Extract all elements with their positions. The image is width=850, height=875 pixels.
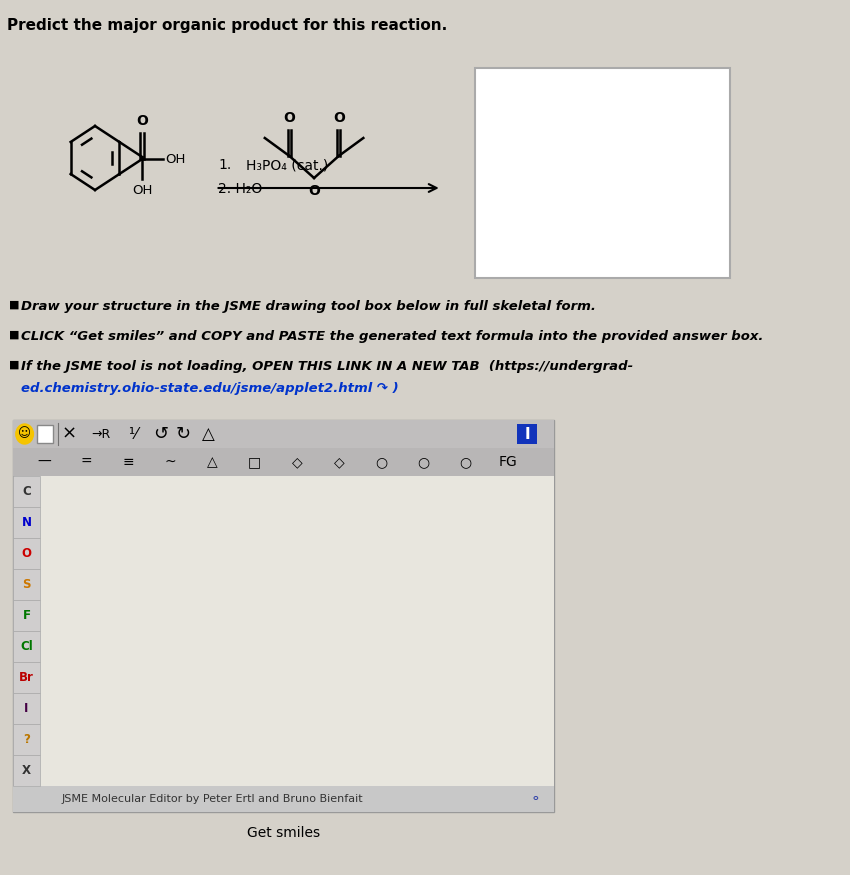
- Text: 1.: 1.: [218, 158, 231, 172]
- Text: ■: ■: [8, 300, 20, 310]
- Bar: [14, 420, 554, 448]
- Text: F: F: [22, 609, 31, 622]
- Bar: [14, 724, 40, 754]
- Bar: [14, 476, 40, 507]
- Bar: [518, 424, 536, 444]
- Text: If the JSME tool is not loading, OPEN THIS LINK IN A NEW TAB  (https://undergrad: If the JSME tool is not loading, OPEN TH…: [21, 360, 633, 373]
- Text: Get smiles: Get smiles: [247, 826, 320, 840]
- Text: H₃PO₄ (cat.): H₃PO₄ (cat.): [246, 158, 329, 172]
- Text: □: □: [248, 455, 261, 469]
- Text: ○: ○: [375, 455, 388, 469]
- Text: ○: ○: [417, 455, 429, 469]
- Text: △: △: [202, 425, 215, 443]
- Text: =: =: [81, 455, 92, 469]
- Text: JSME Molecular Editor by Peter Ertl and Bruno Bienfait: JSME Molecular Editor by Peter Ertl and …: [61, 794, 363, 804]
- Text: O: O: [332, 111, 344, 125]
- Text: OH: OH: [165, 152, 185, 165]
- Bar: [14, 507, 40, 537]
- Text: O: O: [309, 184, 320, 198]
- Text: OH: OH: [132, 184, 152, 197]
- Text: Cl: Cl: [20, 640, 33, 653]
- Text: —: —: [37, 455, 51, 469]
- Bar: [14, 448, 554, 476]
- Text: ≡: ≡: [122, 455, 134, 469]
- Bar: [37, 425, 53, 443]
- Text: S: S: [22, 578, 31, 591]
- Text: I: I: [524, 426, 530, 442]
- Text: X: X: [22, 764, 31, 777]
- Text: ?: ?: [23, 733, 30, 746]
- Text: ↻: ↻: [175, 425, 190, 443]
- Bar: [14, 755, 40, 786]
- Bar: [14, 538, 40, 569]
- Text: ×: ×: [61, 425, 76, 443]
- Text: O: O: [21, 547, 31, 560]
- Text: ◇: ◇: [334, 455, 344, 469]
- Bar: [14, 662, 40, 692]
- Circle shape: [16, 424, 33, 444]
- Text: I: I: [24, 702, 29, 715]
- Text: Draw your structure in the JSME drawing tool box below in full skeletal form.: Draw your structure in the JSME drawing …: [21, 300, 596, 313]
- Bar: [14, 569, 40, 599]
- Text: N: N: [21, 516, 31, 529]
- Text: FG: FG: [498, 455, 517, 469]
- Text: ⚬: ⚬: [529, 792, 541, 806]
- Text: △: △: [207, 455, 218, 469]
- Bar: [14, 631, 40, 662]
- Text: ◇: ◇: [292, 455, 303, 469]
- Text: ○: ○: [460, 455, 472, 469]
- Text: O: O: [284, 111, 295, 125]
- Text: 2. H₂O: 2. H₂O: [218, 182, 263, 196]
- Text: ☺: ☺: [18, 428, 31, 440]
- Text: ↺: ↺: [154, 425, 168, 443]
- Bar: [14, 693, 40, 724]
- Text: ed.chemistry.ohio-state.edu/jsme/applet2.html ↷ ): ed.chemistry.ohio-state.edu/jsme/applet2…: [21, 382, 399, 395]
- Text: Br: Br: [19, 671, 34, 684]
- Text: ■: ■: [8, 360, 20, 370]
- Bar: [475, 68, 730, 278]
- Text: ~: ~: [165, 455, 176, 469]
- Bar: [14, 786, 554, 812]
- Text: Predict the major organic product for this reaction.: Predict the major organic product for th…: [7, 18, 447, 33]
- Bar: [40, 476, 554, 786]
- Text: O: O: [136, 114, 148, 128]
- Bar: [14, 420, 554, 812]
- Bar: [14, 600, 40, 631]
- Text: ■: ■: [8, 330, 20, 340]
- Text: →R: →R: [92, 428, 110, 440]
- Text: CLICK “Get smiles” and COPY and PASTE the generated text formula into the provid: CLICK “Get smiles” and COPY and PASTE th…: [21, 330, 763, 343]
- Text: ⅟: ⅟: [128, 426, 136, 442]
- Text: C: C: [22, 485, 31, 498]
